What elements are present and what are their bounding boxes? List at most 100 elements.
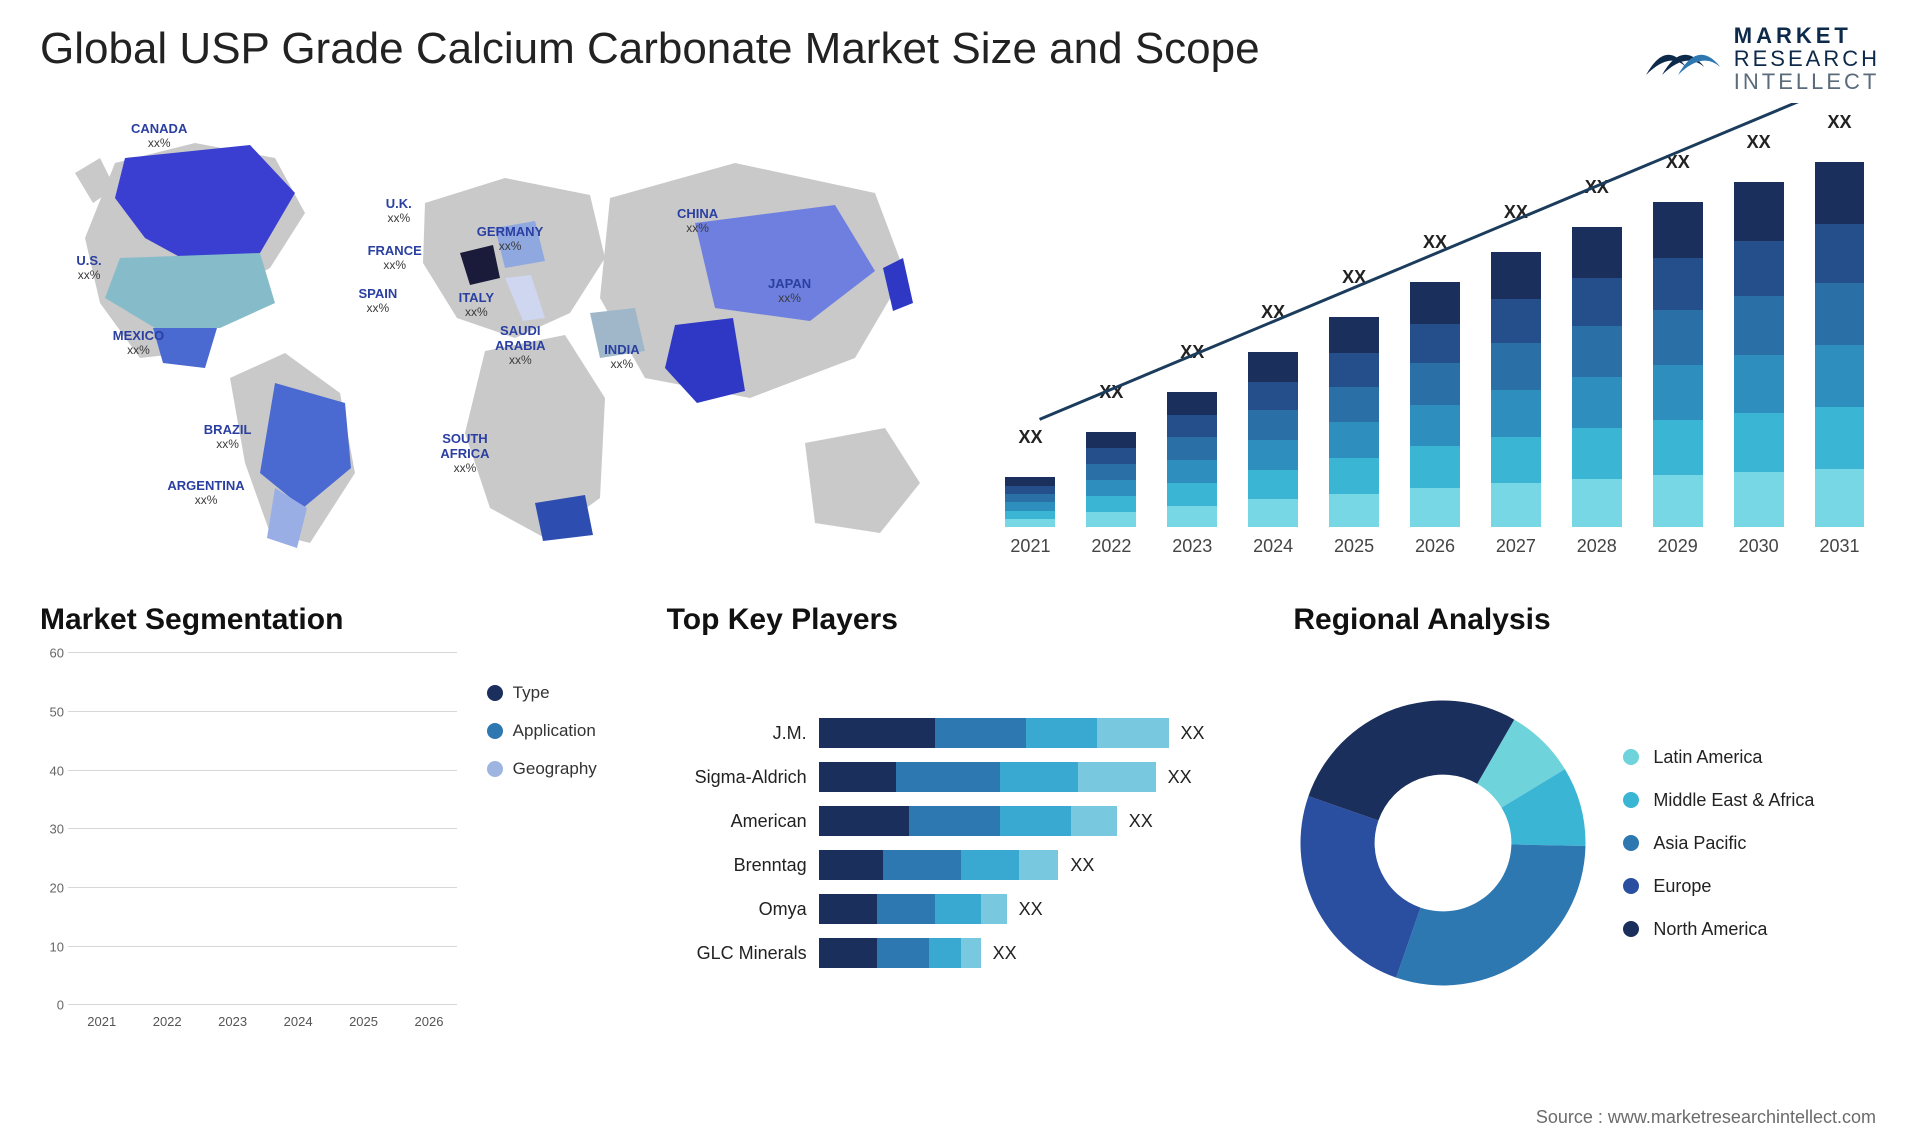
player-name: Brenntag <box>667 855 807 876</box>
seg-legend-item: Application <box>487 721 627 741</box>
growth-year-label: 2025 <box>1324 536 1385 557</box>
donut-slice <box>1309 701 1515 821</box>
growth-year-label: 2026 <box>1405 536 1466 557</box>
growth-chart-panel: XXXXXXXXXXXXXXXXXXXXXX 20212022202320242… <box>970 103 1880 573</box>
growth-bar: XX <box>1081 432 1142 527</box>
map-label: SAUDIARABIAxx% <box>495 324 546 368</box>
map-label: INDIAxx% <box>604 343 639 372</box>
growth-year-label: 2024 <box>1243 536 1304 557</box>
seg-legend-item: Geography <box>487 759 627 779</box>
logo-swoosh-icon <box>1642 29 1722 89</box>
seg-ytick: 60 <box>50 646 64 661</box>
regional-legend-item: North America <box>1623 919 1880 940</box>
growth-bar: XX <box>1162 392 1223 527</box>
map-label: BRAZILxx% <box>204 423 252 452</box>
segmentation-panel: Market Segmentation 0102030405060 202120… <box>40 603 627 1103</box>
growth-bar-label: XX <box>1585 177 1609 198</box>
player-value: XX <box>1168 767 1192 788</box>
map-label: GERMANYxx% <box>477 225 543 254</box>
growth-bar-label: XX <box>1423 232 1447 253</box>
growth-bar: XX <box>1647 202 1708 527</box>
map-label: MEXICOxx% <box>113 329 164 358</box>
seg-ytick: 30 <box>50 822 64 837</box>
players-chart: J.M. XX Sigma-Aldrich XX American XX Brenntag X… <box>667 653 1254 1033</box>
seg-ytick: 0 <box>57 998 64 1013</box>
player-name: Sigma-Aldrich <box>667 767 807 788</box>
map-label: CHINAxx% <box>677 207 718 236</box>
player-row: Brenntag XX <box>667 850 1234 880</box>
player-row: Sigma-Aldrich XX <box>667 762 1234 792</box>
seg-year-label: 2023 <box>205 1014 260 1029</box>
player-name: J.M. <box>667 723 807 744</box>
growth-year-label: 2029 <box>1647 536 1708 557</box>
growth-year-label: 2021 <box>1000 536 1061 557</box>
growth-bar-label: XX <box>1018 427 1042 448</box>
growth-year-label: 2022 <box>1081 536 1142 557</box>
map-label: U.K.xx% <box>386 197 412 226</box>
growth-bars: XXXXXXXXXXXXXXXXXXXXXX <box>1000 123 1870 527</box>
map-label: U.S.xx% <box>76 254 101 283</box>
player-name: American <box>667 811 807 832</box>
regional-legend-item: Europe <box>1623 876 1880 897</box>
seg-ytick: 50 <box>50 704 64 719</box>
seg-ytick: 10 <box>50 939 64 954</box>
map-label: JAPANxx% <box>768 277 811 306</box>
map-label: SOUTHAFRICAxx% <box>440 432 489 476</box>
player-value: XX <box>1070 855 1094 876</box>
growth-bar-label: XX <box>1342 267 1366 288</box>
growth-bar-label: XX <box>1666 152 1690 173</box>
players-panel: Top Key Players J.M. XX Sigma-Aldrich XX Ame… <box>667 603 1254 1103</box>
player-value: XX <box>993 943 1017 964</box>
seg-legend-item: Type <box>487 683 627 703</box>
logo-text-2: RESEARCH <box>1734 47 1880 70</box>
map-label: CANADAxx% <box>131 122 187 151</box>
source-attribution: Source : www.marketresearchintellect.com <box>1536 1107 1876 1128</box>
growth-year-label: 2031 <box>1809 536 1870 557</box>
seg-year-label: 2024 <box>270 1014 325 1029</box>
seg-year-label: 2022 <box>139 1014 194 1029</box>
map-label: SPAINxx% <box>359 287 398 316</box>
seg-year-label: 2021 <box>74 1014 129 1029</box>
growth-bar: XX <box>1405 282 1466 527</box>
players-title: Top Key Players <box>667 603 1254 637</box>
player-value: XX <box>1129 811 1153 832</box>
segmentation-title: Market Segmentation <box>40 603 627 637</box>
segmentation-legend: Type Application Geography <box>487 653 627 1033</box>
growth-bar: XX <box>1809 162 1870 527</box>
brand-logo: MARKET RESEARCH INTELLECT <box>1642 24 1880 93</box>
growth-bar-label: XX <box>1504 202 1528 223</box>
growth-year-label: 2027 <box>1485 536 1546 557</box>
header: Global USP Grade Calcium Carbonate Marke… <box>40 24 1880 93</box>
growth-year-label: 2023 <box>1162 536 1223 557</box>
map-label: ITALYxx% <box>459 291 494 320</box>
growth-bar: XX <box>1243 352 1304 527</box>
logo-text-1: MARKET <box>1734 24 1880 47</box>
page-title: Global USP Grade Calcium Carbonate Marke… <box>40 24 1260 74</box>
regional-legend-item: Asia Pacific <box>1623 833 1880 854</box>
growth-year-label: 2028 <box>1566 536 1627 557</box>
regional-legend-item: Middle East & Africa <box>1623 790 1880 811</box>
player-name: GLC Minerals <box>667 943 807 964</box>
world-map-panel: CANADAxx%U.S.xx%MEXICOxx%BRAZILxx%ARGENT… <box>40 103 950 573</box>
growth-bar: XX <box>1000 477 1061 527</box>
growth-bar: XX <box>1566 227 1627 527</box>
donut-slice <box>1396 845 1585 986</box>
seg-ytick: 20 <box>50 880 64 895</box>
growth-bar-label: XX <box>1099 382 1123 403</box>
growth-bar: XX <box>1324 317 1385 527</box>
regional-donut-chart <box>1293 693 1593 993</box>
player-row: OmyaXX <box>667 894 1234 924</box>
growth-bar-label: XX <box>1828 112 1852 133</box>
regional-title: Regional Analysis <box>1293 603 1880 637</box>
growth-bar-label: XX <box>1747 132 1771 153</box>
player-value: XX <box>1181 723 1205 744</box>
growth-xaxis: 2021202220232024202520262027202820292030… <box>1000 536 1870 557</box>
regional-legend: Latin America Middle East & Africa Asia Pa… <box>1623 747 1880 940</box>
player-name: Omya <box>667 899 807 920</box>
donut-slice <box>1301 796 1421 977</box>
player-row: GLC Minerals XX <box>667 938 1234 968</box>
seg-year-label: 2025 <box>336 1014 391 1029</box>
player-row: J.M. XX <box>667 718 1234 748</box>
logo-text-3: INTELLECT <box>1734 70 1880 93</box>
regional-legend-item: Latin America <box>1623 747 1880 768</box>
